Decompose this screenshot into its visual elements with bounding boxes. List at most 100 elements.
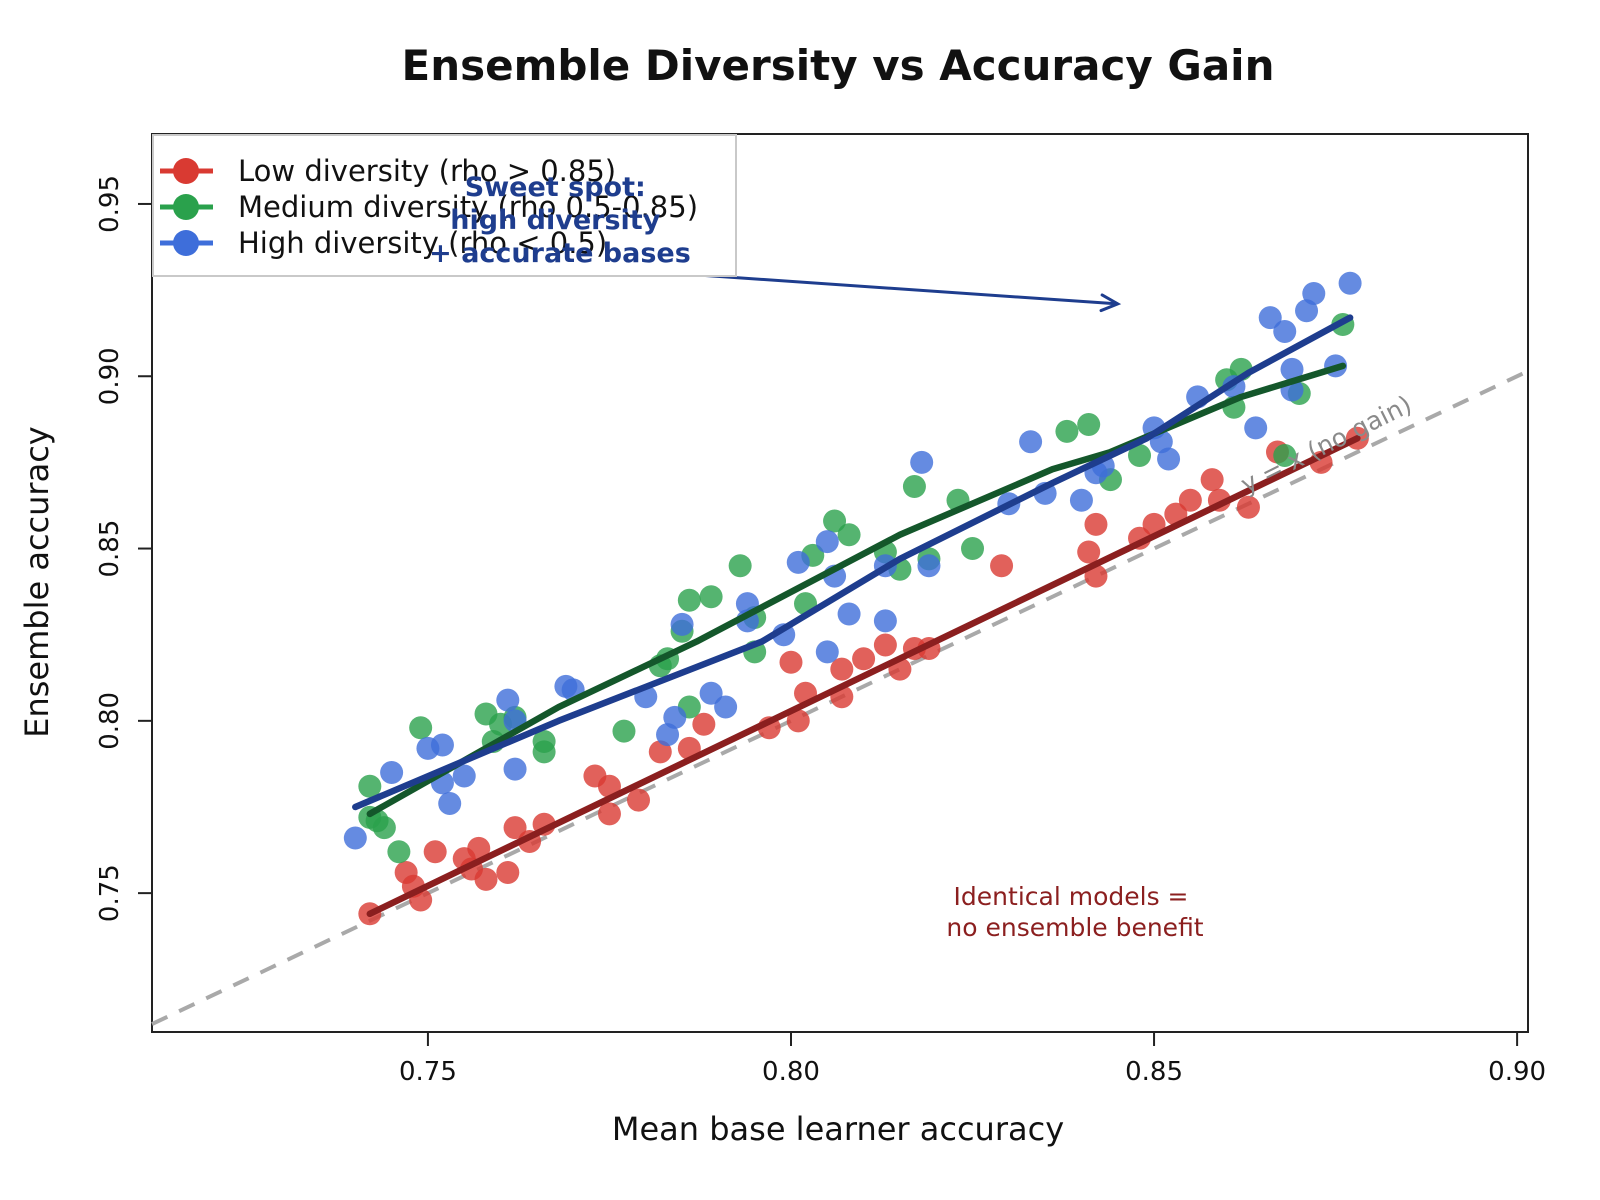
data-point-series-1 [532, 740, 556, 764]
trend-line-series-0 [366, 435, 1361, 918]
data-point-series-2 [1280, 357, 1304, 381]
data-point-series-0 [873, 633, 897, 657]
data-point-series-0 [779, 650, 803, 674]
data-point-series-1 [1273, 444, 1297, 468]
data-point-series-1 [902, 475, 926, 499]
annotation-identical-models: Identical models = no ensemble benefit [946, 882, 1203, 942]
data-point-series-2 [1338, 271, 1362, 295]
data-point-series-0 [1236, 495, 1260, 519]
annotation-sweet-spot: Sweet spot: high diversity + accurate ba… [429, 172, 691, 269]
legend-box [152, 134, 737, 277]
plot-area: 0.75 0.80 0.85 0.90 0.75 0.80 0.85 0.90 0.95 [95, 133, 1546, 1087]
data-point-series-1 [612, 719, 636, 743]
y-tick-label: 0.85 [95, 520, 125, 578]
data-point-series-2 [670, 612, 694, 636]
data-point-series-0 [830, 657, 854, 681]
data-point-series-0 [627, 788, 651, 812]
data-point-series-2 [1244, 416, 1268, 440]
legend-label-medium-diversity: Medium diversity (rho 0.5-0.85) [238, 190, 698, 224]
legend-label-low-diversity: Low diversity (rho > 0.85) [238, 154, 616, 188]
x-tick-label: 0.80 [762, 1057, 820, 1087]
data-point-series-1 [1077, 412, 1101, 436]
data-point-series-2 [343, 826, 367, 850]
data-point-series-2 [430, 733, 454, 757]
data-point-series-0 [1084, 512, 1108, 536]
data-point-series-0 [423, 840, 447, 864]
data-point-series-2 [496, 688, 520, 712]
data-point-series-0 [1178, 488, 1202, 512]
legend-entry-medium-diversity: Medium diversity (rho 0.5-0.85) [160, 190, 698, 224]
data-point-series-2 [656, 723, 680, 747]
y-tick-label: 0.95 [95, 175, 125, 233]
data-point-series-2 [837, 602, 861, 626]
data-point-series-1 [699, 585, 723, 609]
data-point-series-0 [597, 802, 621, 826]
data-point-series-1 [372, 816, 396, 840]
data-point-series-2 [910, 450, 934, 474]
data-point-series-0 [692, 712, 716, 736]
y-tick-label: 0.80 [95, 692, 125, 750]
x-tick-label: 0.90 [1488, 1057, 1546, 1087]
data-point-series-1 [409, 716, 433, 740]
data-point-series-2 [503, 757, 527, 781]
data-point-series-1 [837, 523, 861, 547]
data-point-series-0 [467, 836, 491, 860]
data-point-series-0 [990, 554, 1014, 578]
sweet-spot-arrowhead [1099, 293, 1122, 313]
data-point-series-1 [358, 774, 382, 798]
legend-entry-high-diversity: High diversity (rho < 0.5) [160, 226, 607, 260]
data-point-series-2 [1019, 430, 1043, 454]
data-point-series-1 [387, 840, 411, 864]
data-point-series-2 [714, 695, 738, 719]
legend-entry-low-diversity: Low diversity (rho > 0.85) [160, 154, 616, 188]
data-point-series-2 [917, 554, 941, 578]
legend-marker-low-diversity [173, 158, 199, 184]
data-point-series-0 [648, 740, 672, 764]
y-tick-label: 0.75 [95, 864, 125, 922]
data-point-series-1 [728, 554, 752, 578]
reference-line-label: y = x (no gain) [1236, 390, 1416, 499]
data-point-series-0 [1200, 468, 1224, 492]
data-point-series-2 [786, 550, 810, 574]
data-point-series-0 [1077, 540, 1101, 564]
data-point-series-2 [699, 681, 723, 705]
data-point-series-2 [1295, 299, 1319, 323]
data-point-series-2 [815, 640, 839, 664]
data-point-series-0 [786, 709, 810, 733]
legend-marker-high-diversity [173, 230, 199, 256]
data-point-series-2 [438, 792, 462, 816]
data-point-series-2 [663, 705, 687, 729]
data-point-series-1 [823, 509, 847, 533]
trend-line-series-2 [352, 314, 1354, 811]
data-point-series-0 [496, 860, 520, 884]
data-point-series-2 [1273, 319, 1297, 343]
data-point-series-2 [1157, 447, 1181, 471]
x-tick-label: 0.85 [1125, 1057, 1183, 1087]
x-tick-label: 0.75 [399, 1057, 457, 1087]
legend: Low diversity (rho > 0.85) Medium divers… [152, 134, 737, 277]
data-point-series-2 [873, 609, 897, 633]
data-point-series-1 [1128, 444, 1152, 468]
data-point-series-1 [961, 537, 985, 561]
data-point-series-2 [1069, 488, 1093, 512]
y-tick-label: 0.90 [95, 347, 125, 405]
legend-marker-medium-diversity [173, 194, 199, 220]
chart-title: Ensemble Diversity vs Accuracy Gain [402, 41, 1275, 90]
data-point-series-0 [503, 816, 527, 840]
y-axis-label: Ensemble accuracy [18, 426, 56, 737]
trend-line-series-1 [366, 362, 1347, 818]
data-point-series-2 [1258, 306, 1282, 330]
data-point-series-1 [677, 588, 701, 612]
data-point-series-2 [380, 761, 404, 785]
data-point-series-1 [1055, 419, 1079, 443]
data-point-series-0 [474, 867, 498, 891]
plot-frame [151, 133, 1529, 1033]
x-axis-label: Mean base learner accuracy [612, 1110, 1064, 1148]
legend-label-high-diversity: High diversity (rho < 0.5) [238, 226, 607, 260]
data-point-series-0 [852, 647, 876, 671]
data-point-series-2 [815, 530, 839, 554]
data-point-series-2 [1302, 282, 1326, 306]
data-point-series-2 [452, 764, 476, 788]
